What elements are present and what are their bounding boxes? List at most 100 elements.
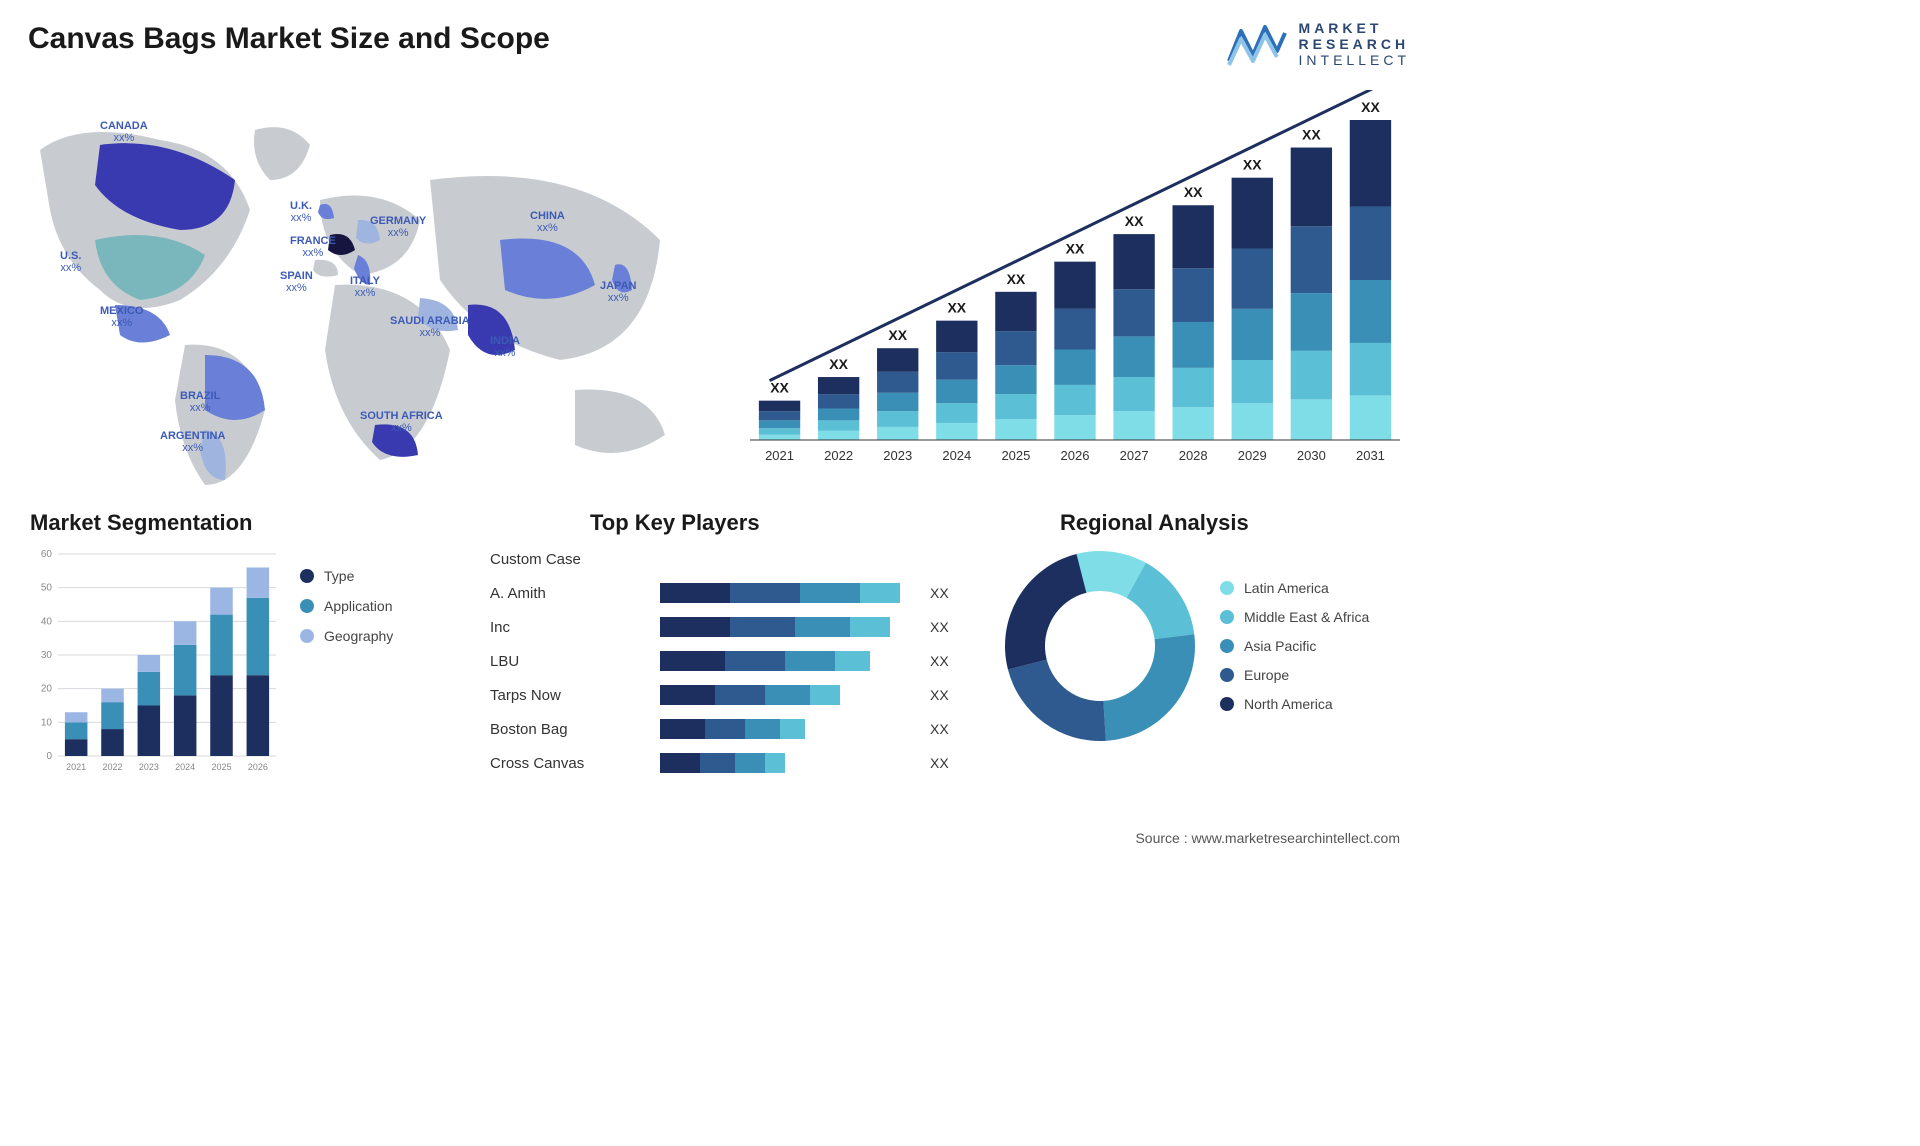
player-bar-segment [730, 617, 795, 637]
map-label: U.K.xx% [290, 200, 312, 224]
map-label: FRANCExx% [290, 235, 336, 259]
player-value: XX [930, 721, 949, 737]
player-row: Boston BagXX [490, 714, 970, 744]
map-label: INDIAxx% [490, 335, 520, 359]
player-name: Tarps Now [490, 687, 660, 704]
player-name: Custom Case [490, 551, 660, 568]
map-label: GERMANYxx% [370, 215, 426, 239]
legend-label: Type [324, 568, 354, 584]
svg-text:XX: XX [1243, 157, 1262, 173]
legend-dot-icon [1220, 610, 1234, 624]
legend-item: Middle East & Africa [1220, 609, 1369, 625]
map-label: ITALYxx% [350, 275, 380, 299]
map-label: ARGENTINAxx% [160, 430, 225, 454]
svg-text:2021: 2021 [765, 448, 794, 463]
map-label: MEXICOxx% [100, 305, 143, 329]
svg-text:XX: XX [1007, 271, 1026, 287]
player-row: LBUXX [490, 646, 970, 676]
logo-text-2: RESEARCH [1299, 36, 1410, 52]
player-bar-segment [660, 719, 705, 739]
map-label: U.S.xx% [60, 250, 81, 274]
svg-text:XX: XX [1184, 184, 1203, 200]
map-label: CHINAxx% [530, 210, 565, 234]
player-row: Cross Canvas XX [490, 748, 970, 778]
player-value: XX [930, 653, 949, 669]
map-label: SAUDI ARABIAxx% [390, 315, 470, 339]
svg-text:20: 20 [41, 684, 53, 695]
player-row: Tarps NowXX [490, 680, 970, 710]
player-bar-segment [660, 651, 725, 671]
svg-text:XX: XX [888, 327, 907, 343]
svg-text:0: 0 [46, 751, 52, 762]
legend-dot-icon [1220, 581, 1234, 595]
market-growth-svg: XXXXXXXXXXXXXXXXXXXXXX 20212022202320242… [740, 90, 1410, 480]
market-growth-chart: XXXXXXXXXXXXXXXXXXXXXX 20212022202320242… [740, 90, 1410, 480]
legend-item: Application [300, 598, 393, 614]
player-bar-segment [725, 651, 785, 671]
legend-item: Latin America [1220, 580, 1369, 596]
player-bar-segment [715, 685, 765, 705]
player-bar-segment [835, 651, 870, 671]
svg-text:XX: XX [1302, 127, 1321, 143]
player-bar-segment [735, 753, 765, 773]
player-row: IncXX [490, 612, 970, 642]
legend-dot-icon [300, 569, 314, 583]
legend-label: Application [324, 598, 393, 614]
svg-text:2031: 2031 [1356, 448, 1385, 463]
svg-text:2025: 2025 [1001, 448, 1030, 463]
player-row: Custom Case [490, 544, 970, 574]
world-map: CANADAxx%U.S.xx%MEXICOxx%BRAZILxx%ARGENT… [20, 90, 720, 490]
regional-legend: Latin America Middle East & Africa Asia Pa… [1220, 580, 1369, 712]
svg-text:XX: XX [829, 356, 848, 372]
legend-label: North America [1244, 696, 1333, 712]
player-bar [660, 651, 920, 671]
brand-logo: MARKET RESEARCH INTELLECT [1227, 20, 1410, 68]
map-label: BRAZILxx% [180, 390, 220, 414]
player-bar-segment [705, 719, 745, 739]
svg-text:50: 50 [41, 583, 53, 594]
players-title: Top Key Players [590, 510, 970, 536]
svg-text:XX: XX [947, 300, 966, 316]
legend-dot-icon [1220, 697, 1234, 711]
player-bar-segment [660, 583, 730, 603]
legend-dot-icon [300, 629, 314, 643]
legend-item: Type [300, 568, 393, 584]
svg-text:2023: 2023 [139, 762, 159, 772]
svg-text:2025: 2025 [211, 762, 231, 772]
legend-item: Europe [1220, 667, 1369, 683]
page-title: Canvas Bags Market Size and Scope [28, 22, 550, 56]
segmentation-section: Market Segmentation 01020304050602021202… [30, 510, 470, 790]
source-prefix: Source : [1135, 830, 1191, 846]
player-bar-segment [780, 719, 805, 739]
legend-label: Europe [1244, 667, 1289, 683]
map-label: SPAINxx% [280, 270, 313, 294]
player-bar-segment [700, 753, 735, 773]
legend-label: Latin America [1244, 580, 1329, 596]
player-value: XX [930, 755, 949, 771]
segmentation-legend: TypeApplicationGeography [300, 568, 393, 778]
player-bar [660, 617, 920, 637]
segmentation-chart: 0102030405060202120222023202420252026 [30, 548, 280, 778]
regional-title: Regional Analysis [1060, 510, 1410, 536]
legend-dot-icon [300, 599, 314, 613]
legend-item: Asia Pacific [1220, 638, 1369, 654]
player-name: Cross Canvas [490, 755, 660, 772]
svg-text:60: 60 [41, 549, 53, 560]
source-url: www.marketresearchintellect.com [1191, 830, 1400, 846]
logo-icon [1227, 21, 1287, 67]
player-value: XX [930, 585, 949, 601]
player-bar-segment [765, 685, 810, 705]
player-bar-segment [850, 617, 890, 637]
player-bar-segment [785, 651, 835, 671]
svg-text:2026: 2026 [248, 762, 268, 772]
player-row: A. AmithXX [490, 578, 970, 608]
svg-text:2022: 2022 [824, 448, 853, 463]
svg-text:2022: 2022 [102, 762, 122, 772]
svg-text:10: 10 [41, 717, 53, 728]
player-bar [660, 753, 920, 773]
logo-text-1: MARKET [1299, 20, 1410, 36]
legend-dot-icon [1220, 668, 1234, 682]
regional-section: Regional Analysis Latin America Middle Ea… [1000, 510, 1410, 790]
player-bar [660, 583, 920, 603]
player-bar-segment [860, 583, 900, 603]
